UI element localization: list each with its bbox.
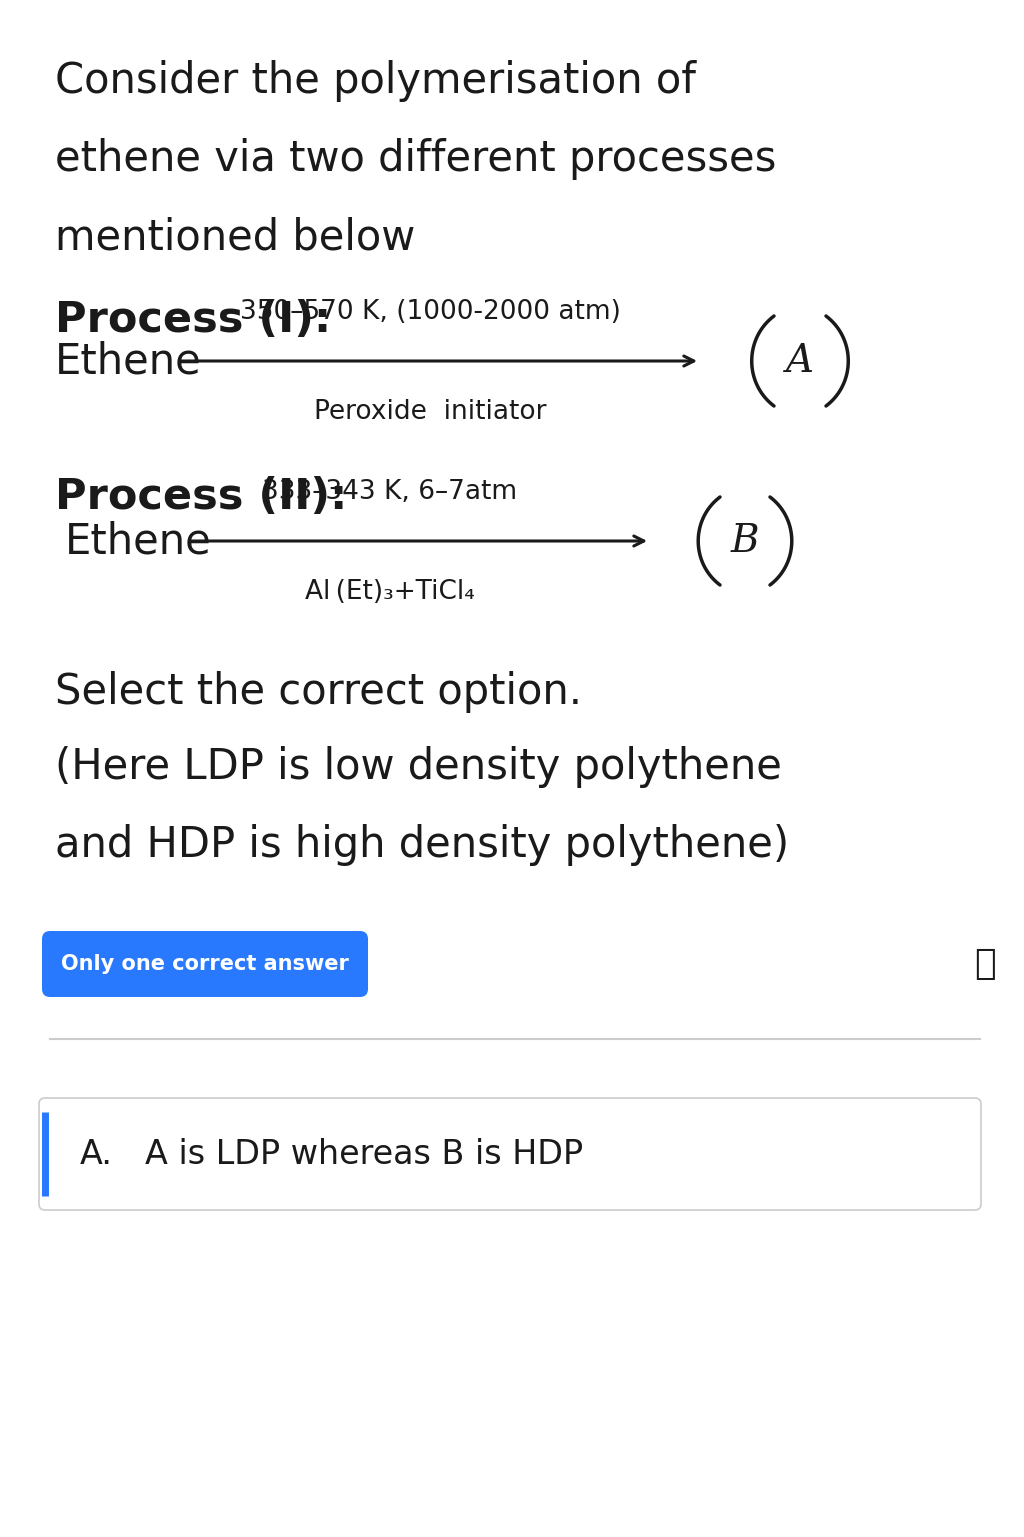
- Text: (Here LDP is low density polythene: (Here LDP is low density polythene: [55, 745, 782, 788]
- Text: 333–343 K, 6–7atm: 333–343 K, 6–7atm: [262, 480, 517, 506]
- Text: Peroxide  initiator: Peroxide initiator: [313, 400, 546, 426]
- Text: Ethene: Ethene: [65, 520, 212, 563]
- Text: Select the correct option.: Select the correct option.: [55, 672, 582, 713]
- Text: Al (Et)₃+TiCl₄: Al (Et)₃+TiCl₄: [305, 579, 475, 606]
- Text: 350–570 K, (1000-2000 atm): 350–570 K, (1000-2000 atm): [240, 300, 621, 324]
- Text: Ethene: Ethene: [55, 340, 202, 383]
- Text: Only one correct answer: Only one correct answer: [61, 954, 349, 974]
- Text: Process (I):: Process (I):: [55, 300, 331, 341]
- Text: mentioned below: mentioned below: [55, 217, 416, 258]
- FancyBboxPatch shape: [39, 1097, 981, 1210]
- Text: and HDP is high density polythene): and HDP is high density polythene): [55, 824, 790, 865]
- Text: A: A: [786, 343, 814, 380]
- Text: Consider the polymerisation of: Consider the polymerisation of: [55, 60, 696, 101]
- Text: ⓘ: ⓘ: [974, 947, 995, 981]
- Text: A.: A.: [80, 1137, 113, 1171]
- Text: A is LDP whereas B is HDP: A is LDP whereas B is HDP: [145, 1137, 583, 1171]
- FancyBboxPatch shape: [42, 931, 368, 998]
- Text: B: B: [731, 523, 760, 559]
- Text: Process (II):: Process (II):: [55, 476, 347, 518]
- Text: ethene via two different processes: ethene via two different processes: [55, 138, 776, 180]
